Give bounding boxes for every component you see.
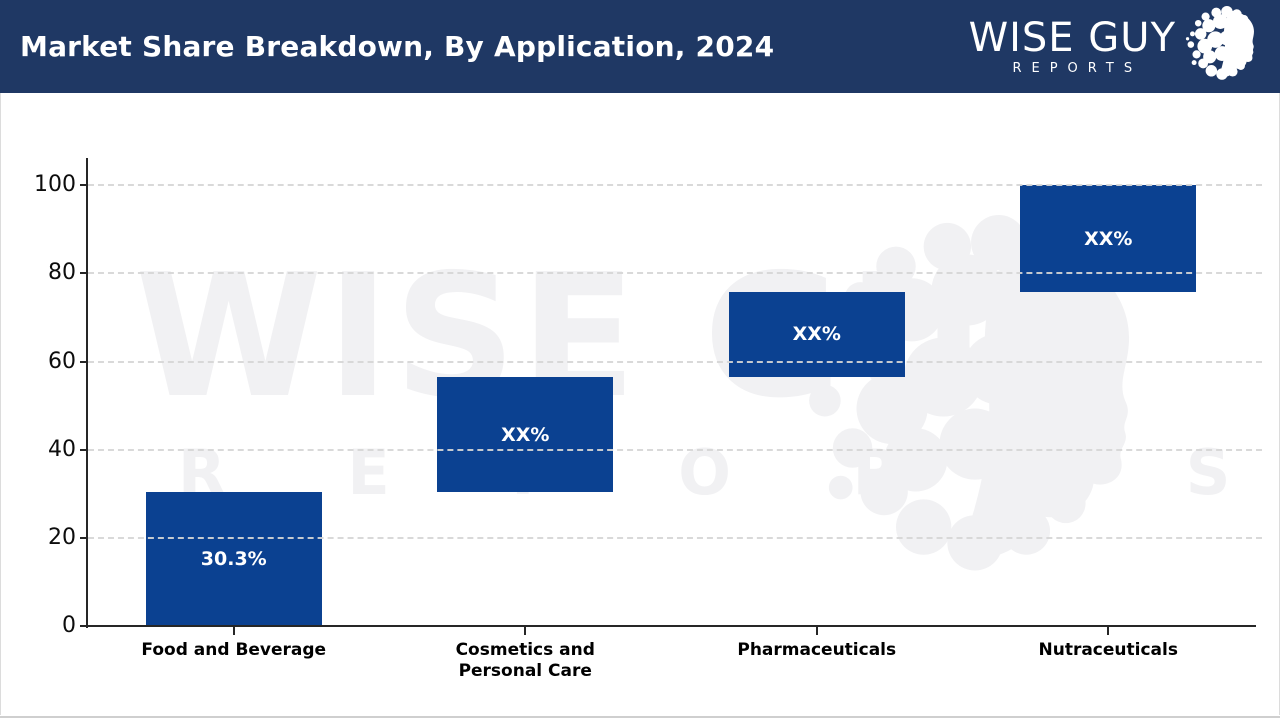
bar-value-label-2: XX%: [792, 323, 841, 346]
bar-value-label-1: XX%: [501, 423, 550, 446]
gridline-y-40: [88, 448, 1262, 451]
head-dot: [1190, 30, 1195, 36]
watermark-head-icon: [801, 215, 1130, 571]
logo-head-icon: [1185, 5, 1254, 80]
bar-1: [437, 377, 614, 493]
head-dot: [1192, 49, 1201, 58]
gridline-y-20: [88, 536, 1262, 539]
head-dot: [1191, 59, 1197, 65]
head-dot: [1194, 19, 1202, 26]
bar-2: [728, 291, 905, 377]
y-tick-label-100: 100: [34, 172, 76, 198]
y-tick-label-60: 60: [48, 348, 76, 374]
logo-wordmark: WISE GUY: [968, 14, 1176, 61]
x-tick-mark-0: [232, 627, 235, 635]
y-tick-mark-20: [80, 536, 88, 539]
chart-title: Market Share Breakdown, By Application, …: [20, 30, 775, 63]
y-tick-label-0: 0: [62, 613, 76, 638]
x-tick-mark-1: [524, 627, 527, 635]
head-dot: [903, 337, 983, 417]
bar-value-label-3: XX%: [1084, 227, 1133, 250]
header-band: Market Share Breakdown, By Application, …: [0, 0, 1280, 93]
head-dot: [1207, 30, 1224, 48]
gridline-y-100: [88, 184, 1262, 187]
x-tick-mark-2: [815, 627, 818, 635]
head-dot: [1201, 12, 1210, 21]
y-tick-label-80: 80: [48, 260, 76, 286]
y-tick-mark-60: [80, 360, 88, 363]
y-tick-mark-80: [80, 272, 88, 275]
head-dot: [1187, 40, 1195, 48]
head-dot: [896, 499, 952, 555]
head-dot: [876, 246, 916, 287]
gridline-y-80: [88, 272, 1262, 275]
y-tick-mark-100: [80, 184, 88, 187]
head-dot: [832, 428, 873, 468]
head-dot: [931, 254, 1003, 326]
head-dot: [1194, 27, 1207, 40]
x-tick-mark-3: [1107, 627, 1110, 635]
head-dot: [1202, 18, 1216, 32]
bar-0: [145, 492, 322, 626]
head-dot: [884, 428, 948, 492]
x-category-label-1: Cosmetics and Personal Care: [455, 640, 595, 681]
y-tick-label-40: 40: [48, 436, 76, 462]
head-dot: [1203, 49, 1217, 63]
bottom-rule: [0, 716, 1280, 718]
gridline-y-60: [88, 360, 1262, 363]
logo-subtitle: REPORTS: [1012, 60, 1143, 76]
logo-text: WISE GUY REPORTS: [969, 18, 1176, 76]
face-profile: [1218, 10, 1254, 77]
bar-value-label-0: 30.3%: [200, 548, 267, 571]
head-dot: [1212, 13, 1228, 29]
x-axis-spine: [86, 625, 1256, 627]
head-dot: [1205, 64, 1218, 77]
head-dot: [809, 384, 841, 417]
face-profile: [959, 238, 1130, 559]
y-tick-label-20: 20: [48, 524, 76, 550]
y-axis-spine: [86, 158, 88, 628]
x-category-label-2: Pharmaceuticals: [737, 640, 897, 660]
x-category-label-3: Nutraceuticals: [1038, 640, 1178, 660]
y-tick-mark-40: [80, 448, 88, 451]
wise-guy-reports-logo: WISE GUY REPORTS: [969, 5, 1266, 88]
y-tick-mark-0: [80, 625, 88, 627]
head-dot: [1185, 36, 1190, 40]
x-category-label-0: Food and Beverage: [141, 640, 327, 660]
head-dot: [828, 475, 853, 500]
